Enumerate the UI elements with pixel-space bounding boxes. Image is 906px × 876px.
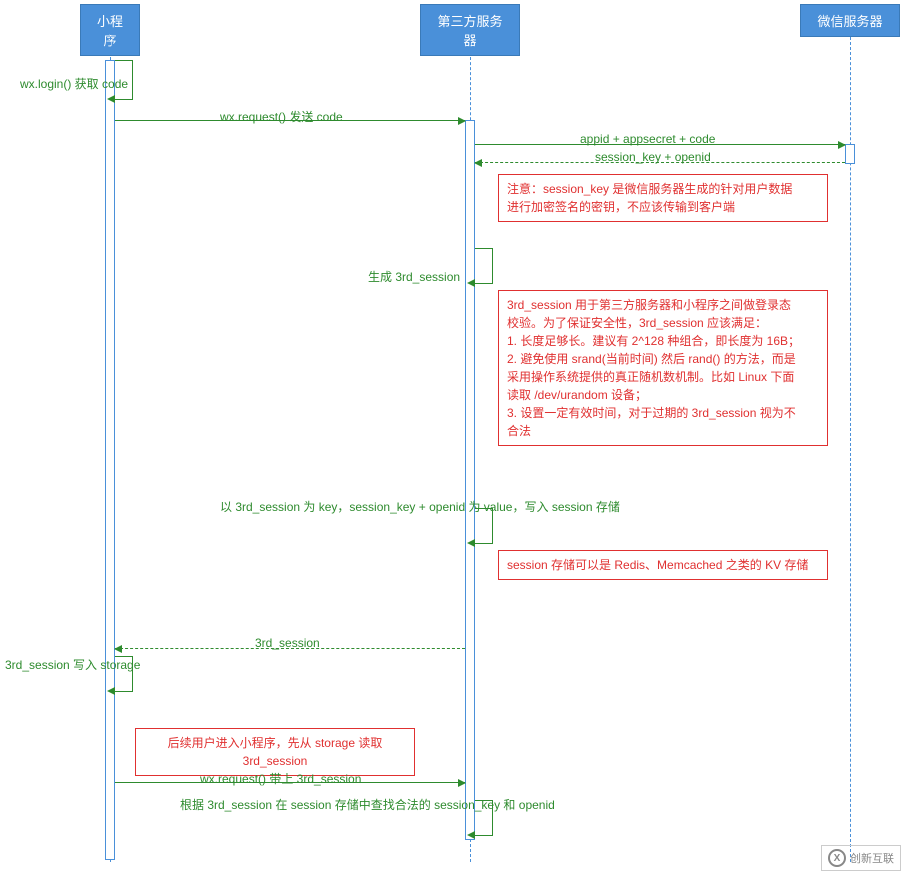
label-write-session: 以 3rd_session 为 key，session_key + openid… — [220, 498, 620, 515]
note-session-storage: session 存储可以是 Redis、Memcached 之类的 KV 存储 — [498, 550, 828, 580]
note-sessionkey-warning: 注意：session_key 是微信服务器生成的针对用户数据 进行加密签名的密钥… — [498, 174, 828, 222]
label-write-storage: 3rd_session 写入 storage — [5, 656, 140, 673]
watermark-logo-icon: X — [828, 849, 846, 867]
self-gen-3rdsession — [475, 248, 493, 284]
activation-miniprogram — [105, 60, 115, 860]
watermark-text: 创新互联 — [850, 850, 894, 866]
note-3rdsession-rules: 3rd_session 用于第三方服务器和小程序之间做登录态 校验。为了保证安全… — [498, 290, 828, 446]
label-wxlogin: wx.login() 获取 code — [20, 75, 128, 92]
activation-thirdparty — [465, 120, 475, 840]
label-appid: appid + appsecret + code — [580, 132, 715, 146]
label-lookup-session: 根据 3rd_session 在 session 存储中查找合法的 sessio… — [180, 796, 555, 813]
label-request-3rdsession: wx.request() 带上 3rd_session — [200, 770, 361, 787]
label-sessionkey: session_key + openid — [595, 150, 711, 164]
label-send-code: wx.request() 发送 code — [220, 108, 343, 125]
watermark: X 创新互联 — [821, 845, 901, 871]
note-storage-read: 后续用户进入小程序，先从 storage 读取 3rd_session — [135, 728, 415, 776]
activation-wechat — [845, 144, 855, 164]
label-gen-3rdsession: 生成 3rd_session — [368, 268, 460, 285]
label-3rdsession-return: 3rd_session — [255, 636, 320, 650]
